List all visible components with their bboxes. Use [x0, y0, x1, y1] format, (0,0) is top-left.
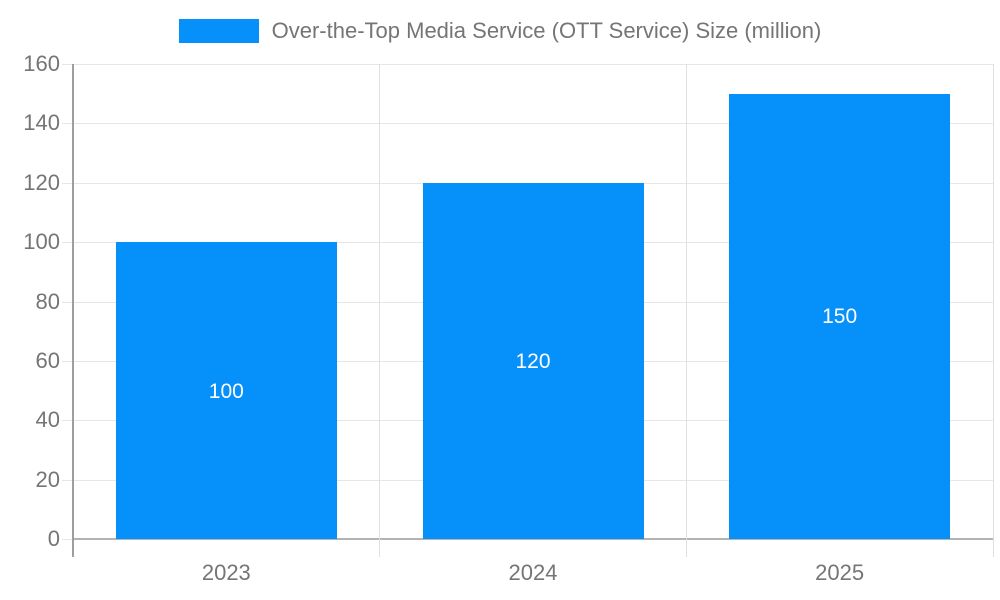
- y-axis-label-100: 100: [23, 229, 60, 255]
- y-tick-60: [62, 360, 73, 362]
- y-axis-label-20: 20: [35, 466, 60, 492]
- chart-legend: Over-the-Top Media Service (OTT Service)…: [0, 14, 1000, 48]
- y-axis-label-0: 0: [47, 526, 60, 551]
- x-axis-label-2023: 2023: [201, 560, 251, 585]
- y-tick-40: [62, 420, 73, 422]
- category-boundary-line: [992, 64, 994, 557]
- y-axis-label-40: 40: [35, 407, 60, 433]
- bar-2024[interactable]: 120: [422, 182, 644, 539]
- y-axis-label-120: 120: [23, 169, 60, 195]
- bar-value-label-2023: 100: [208, 379, 244, 403]
- y-tick-0: [62, 539, 73, 540]
- bar-value-label-2024: 120: [515, 349, 551, 373]
- gridline-140: [73, 123, 993, 125]
- y-axis-label-160: 160: [23, 51, 60, 76]
- y-tick-140: [62, 123, 73, 125]
- y-axis-label-80: 80: [35, 288, 60, 314]
- x-axis-baseline: [73, 538, 993, 540]
- legend-swatch: [178, 19, 259, 43]
- x-axis-label-2025: 2025: [815, 560, 865, 585]
- y-tick-100: [62, 242, 73, 244]
- y-tick-160: [62, 64, 73, 65]
- legend-label: Over-the-Top Media Service (OTT Service)…: [271, 18, 822, 43]
- category-boundary-line: [379, 64, 381, 557]
- x-axis-label-2024: 2024: [508, 560, 558, 585]
- y-tick-120: [62, 182, 73, 184]
- y-axis-label-60: 60: [35, 347, 60, 373]
- y-axis-label-140: 140: [23, 110, 60, 136]
- plot-area: 100 120 150: [62, 64, 994, 557]
- bar-2023[interactable]: 100: [115, 242, 337, 539]
- gridline-160: [73, 64, 993, 65]
- category-boundary-line: [685, 64, 687, 557]
- y-tick-20: [62, 479, 73, 481]
- y-axis-line: [72, 64, 74, 557]
- bar-value-label-2025: 150: [822, 305, 858, 329]
- bar-2025[interactable]: 150: [729, 93, 951, 539]
- y-tick-80: [62, 301, 73, 303]
